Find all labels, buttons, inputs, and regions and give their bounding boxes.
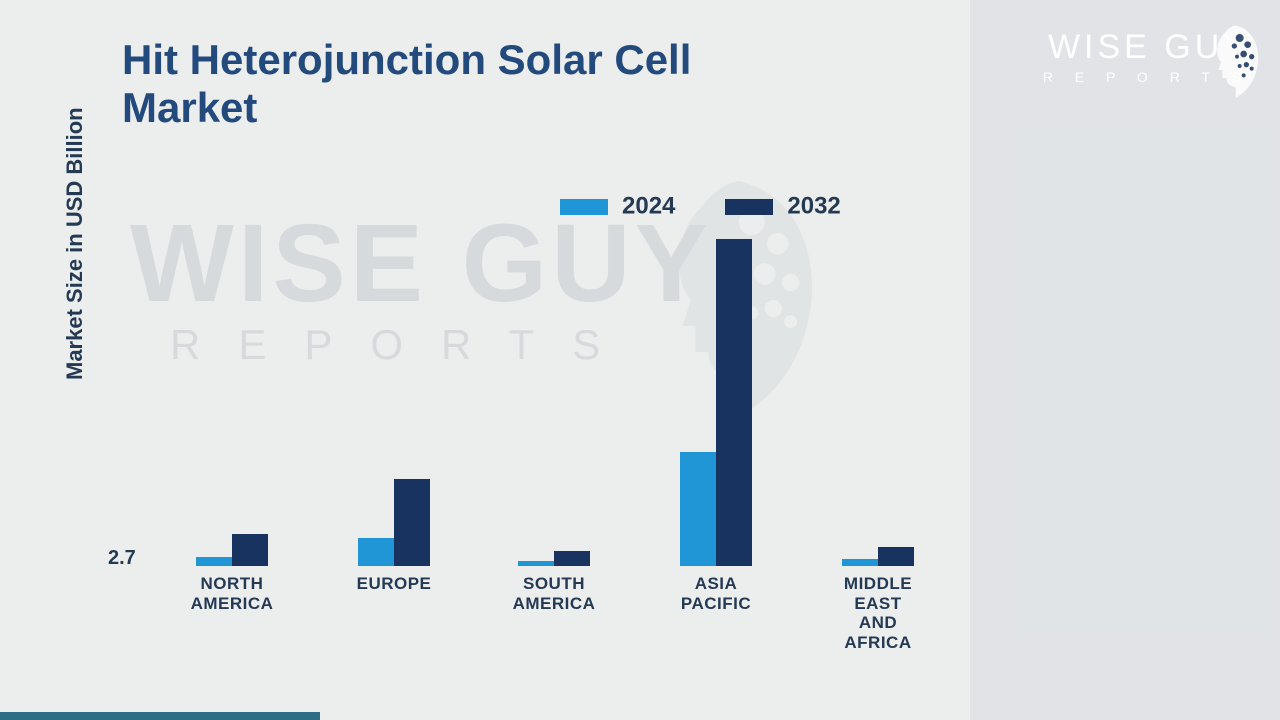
bar-group: SOUTH AMERICA xyxy=(494,232,614,566)
bar-pair xyxy=(518,551,590,566)
bar-2032 xyxy=(716,239,752,566)
bar-2032 xyxy=(878,547,914,566)
infographic-stage: WISE GUY REPORTS WISE GUY R E P O R T S … xyxy=(0,0,1280,720)
page-title: Hit Heterojunction Solar Cell Market xyxy=(122,36,822,133)
category-label: MIDDLE EAST AND AFRICA xyxy=(844,574,912,652)
category-label: NORTH AMERICA xyxy=(191,574,274,613)
logo-head-icon xyxy=(1194,22,1264,102)
legend-swatch-2032 xyxy=(725,199,773,215)
bar-group: MIDDLE EAST AND AFRICA xyxy=(818,232,938,566)
bar-group: ASIA PACIFIC xyxy=(656,232,776,566)
bar-group: EUROPE xyxy=(334,232,454,566)
bar-2024 xyxy=(680,452,716,566)
bar-2032 xyxy=(394,479,430,566)
legend-label-2032: 2032 xyxy=(787,193,840,220)
bar-pair xyxy=(842,547,914,566)
bar-group: NORTH AMERICA xyxy=(172,232,292,566)
bar-2024 xyxy=(196,557,232,566)
legend: 2024 2032 xyxy=(560,192,841,221)
bar-2024 xyxy=(518,561,554,566)
bar-2032 xyxy=(554,551,590,566)
category-label: EUROPE xyxy=(357,574,432,594)
legend-item-2032: 2032 xyxy=(725,192,840,221)
y-baseline-tick: 2.7 xyxy=(108,547,136,570)
bar-pair xyxy=(358,479,430,566)
brand-logo: WISE GUY R E P O R T S xyxy=(1043,28,1250,85)
bar-2024 xyxy=(842,559,878,566)
y-axis-label: Market Size in USD Billion xyxy=(62,107,88,380)
legend-swatch-2024 xyxy=(560,199,608,215)
bar-pair xyxy=(196,534,268,566)
bar-pair xyxy=(680,239,752,566)
bar-2032 xyxy=(232,534,268,566)
plot-area: NORTH AMERICA EUROPE SOUTH AMERICA ASIA PAC… xyxy=(142,232,928,566)
bar-chart: 2.7 NORTH AMERICA EUROPE SOUTH AMERICA ASIA… xyxy=(108,232,928,592)
legend-label-2024: 2024 xyxy=(622,193,675,220)
bar-2024 xyxy=(358,538,394,566)
bottom-teal-strip xyxy=(0,712,320,720)
category-label: SOUTH AMERICA xyxy=(513,574,596,613)
category-label: ASIA PACIFIC xyxy=(681,574,751,613)
legend-item-2024: 2024 xyxy=(560,192,675,221)
